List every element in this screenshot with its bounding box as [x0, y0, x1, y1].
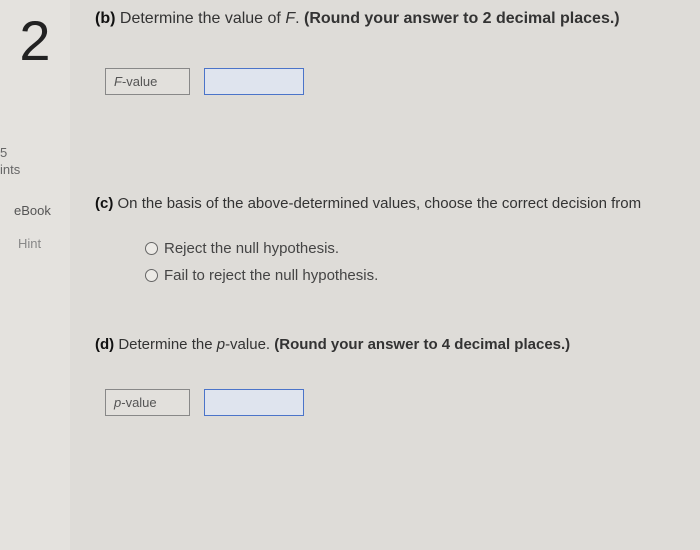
radio-circle-icon: [145, 269, 158, 282]
part-d-text-post: -value.: [225, 336, 274, 353]
part-c-text: On the basis of the above-determined val…: [118, 195, 642, 212]
part-b-hint: (Round your answer to 2 decimal places.): [304, 10, 620, 27]
part-b-text-post: .: [295, 10, 304, 27]
part-b-var: F: [285, 10, 295, 27]
radio-reject[interactable]: Reject the null hypothesis.: [145, 240, 700, 257]
sidebar: 2 eBook Hint: [0, 0, 70, 550]
part-b-text-pre: Determine the value of: [120, 10, 285, 27]
part-b: (b) Determine the value of F. (Round you…: [95, 10, 700, 28]
p-value-label-box: p-value: [105, 389, 190, 416]
part-d: (d) Determine the p-value. (Round your a…: [95, 336, 700, 353]
part-d-hint: (Round your answer to 4 decimal places.): [274, 336, 570, 353]
f-value-row: F-value: [105, 68, 700, 95]
question-number: 2: [0, 8, 70, 73]
f-value-prefix: F: [114, 74, 122, 89]
radio-reject-label: Reject the null hypothesis.: [164, 240, 339, 257]
radio-fail[interactable]: Fail to reject the null hypothesis.: [145, 267, 700, 284]
ebook-link[interactable]: eBook: [0, 203, 70, 218]
p-value-suffix: -value: [121, 395, 156, 410]
part-d-label: (d): [95, 336, 114, 353]
radio-circle-icon: [145, 242, 158, 255]
f-value-label-box: F-value: [105, 68, 190, 95]
part-b-label: (b): [95, 10, 115, 27]
part-d-var: p: [217, 336, 225, 353]
f-value-input[interactable]: [204, 68, 304, 95]
part-c-label: (c): [95, 195, 113, 212]
part-c-options: Reject the null hypothesis. Fail to reje…: [145, 240, 700, 284]
p-value-input[interactable]: [204, 389, 304, 416]
points-label-partial: ints: [0, 162, 20, 177]
part-d-text-pre: Determine the: [118, 336, 216, 353]
radio-fail-label: Fail to reject the null hypothesis.: [164, 267, 378, 284]
p-value-row: p-value: [105, 389, 700, 416]
f-value-suffix: -value: [122, 74, 157, 89]
points-counter-partial: 5: [0, 145, 7, 160]
main-content: (b) Determine the value of F. (Round you…: [95, 10, 700, 416]
part-c: (c) On the basis of the above-determined…: [95, 195, 700, 212]
hint-link[interactable]: Hint: [0, 236, 70, 251]
